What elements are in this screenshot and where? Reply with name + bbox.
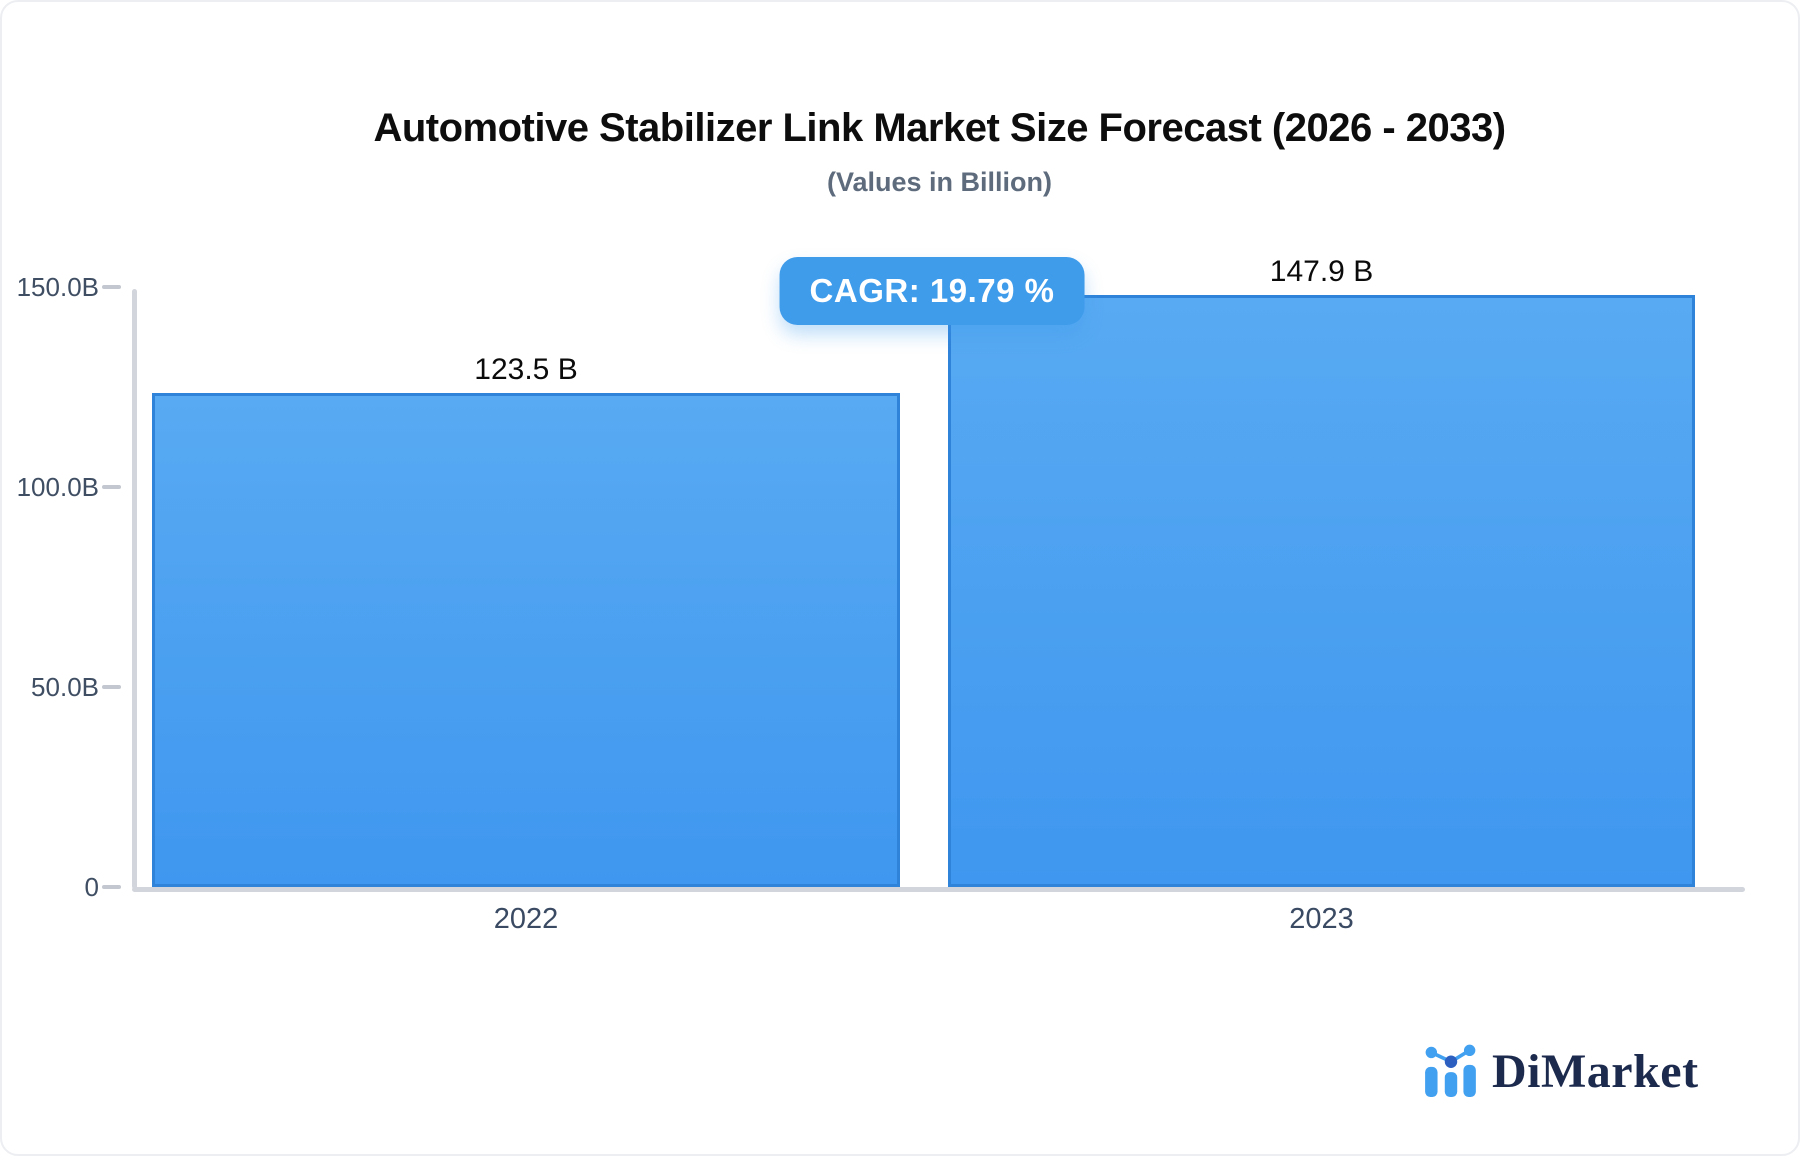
chart-title: Automotive Stabilizer Link Market Size F… (373, 106, 1506, 150)
chart-subtitle: (Values in Billion) (826, 167, 1053, 197)
y-tick-mark (102, 685, 121, 689)
bar-value-label-2022: 123.5 B (474, 353, 578, 386)
y-tick-label: 0 (84, 872, 99, 902)
x-axis-label-2023: 2023 (1289, 903, 1354, 935)
y-tick-mark (102, 285, 121, 289)
y-tick-mark (102, 485, 121, 489)
bar-group-2023: 147.9 B (948, 257, 1695, 887)
y-tick-label: 50.0B (31, 672, 99, 702)
y-tick-label: 100.0B (16, 472, 99, 502)
bar-line-chart-icon (1422, 1038, 1480, 1105)
brand-logo: DiMarket (1422, 1038, 1699, 1105)
y-axis-line (132, 289, 137, 889)
plot-area: 150.0B 100.0B 50.0B 0 123.5 B 147.9 B 2022 … (17, 257, 1745, 935)
bar-2023 (948, 295, 1695, 887)
cagr-badge: CAGR: 19.79 % (779, 257, 1085, 325)
y-tick-mark (102, 885, 121, 889)
y-tick-label: 150.0B (16, 272, 99, 302)
bar-2022 (152, 393, 900, 887)
bar-value-label-2023: 147.9 B (1269, 255, 1374, 288)
bar-group-2022: 123.5 B (152, 287, 900, 887)
brand-name: DiMarket (1492, 1044, 1699, 1098)
x-axis-line (132, 887, 1745, 892)
x-axis-label-2022: 2022 (493, 903, 559, 935)
chart-header: Automotive Stabilizer Link Market Size F… (132, 106, 1747, 198)
